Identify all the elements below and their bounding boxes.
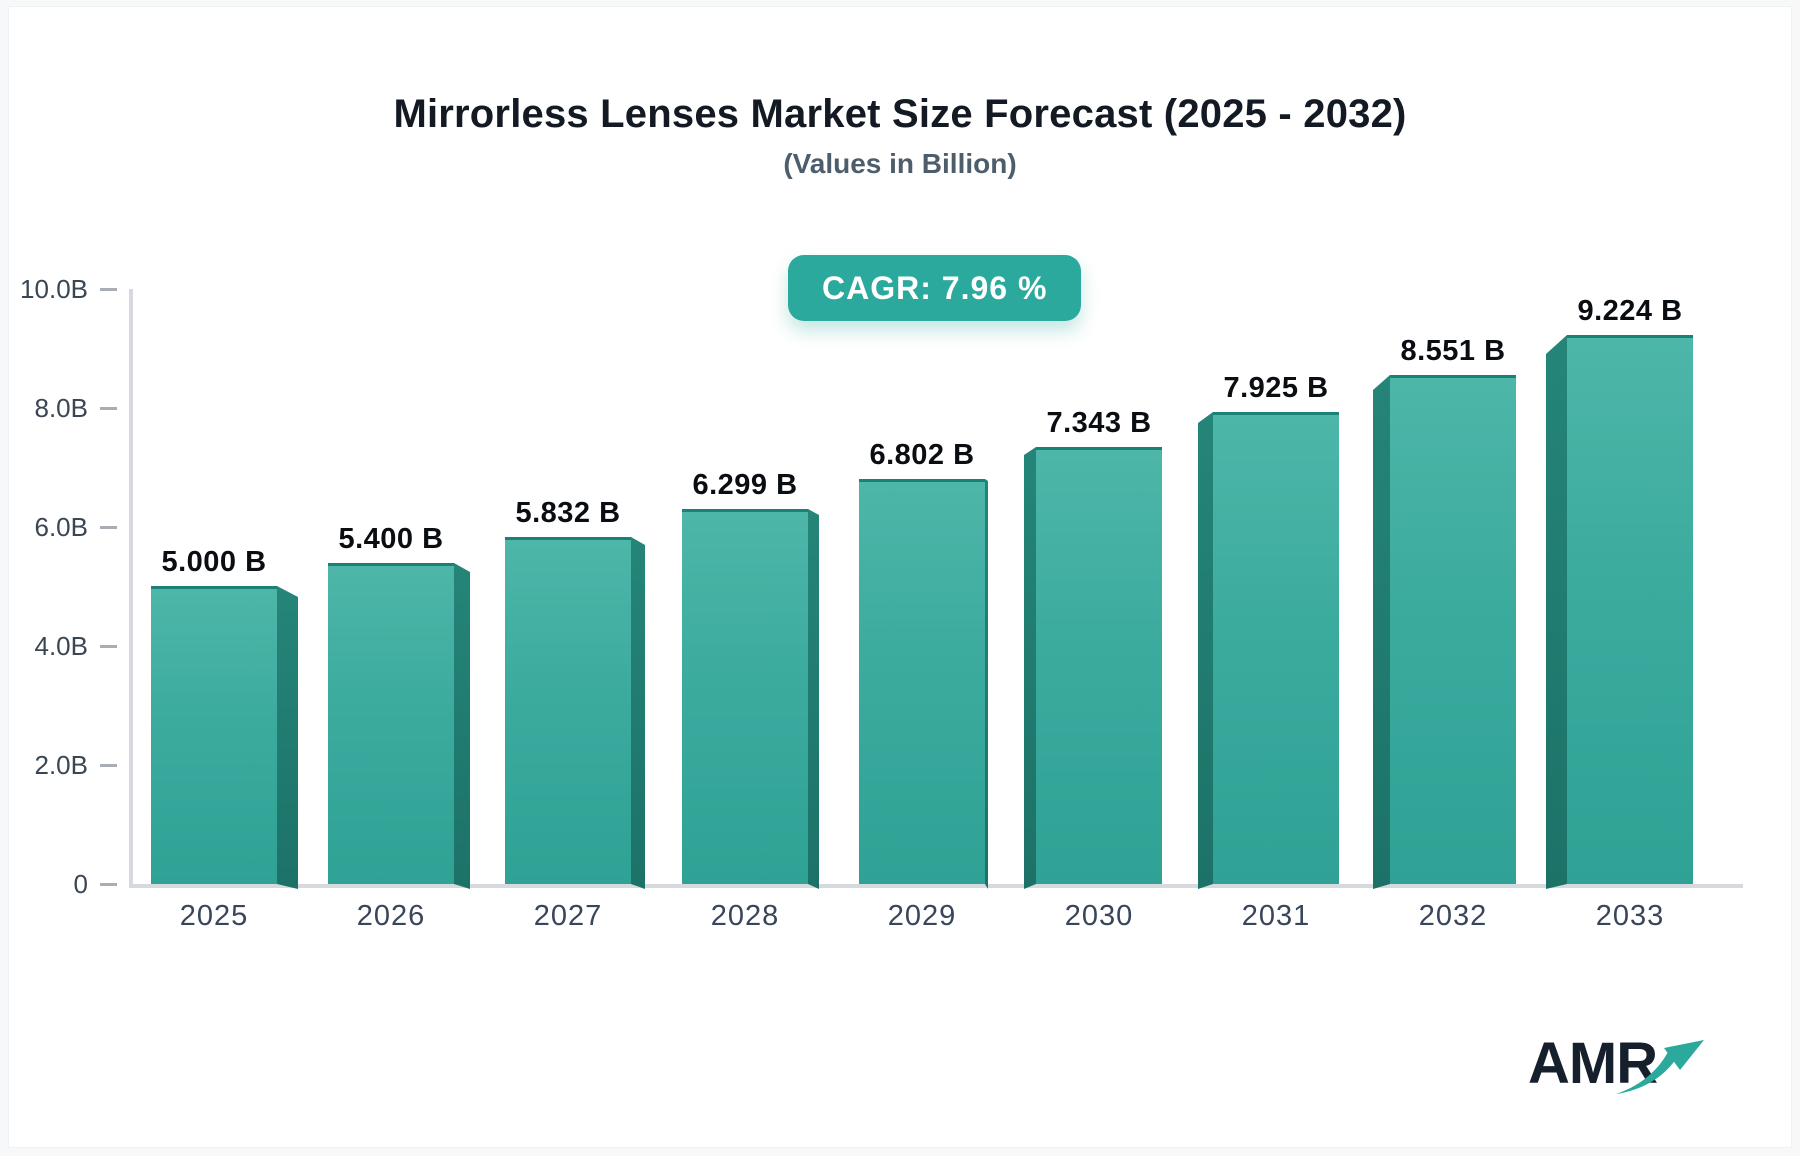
x-axis-label-2032: 2032	[1418, 900, 1488, 932]
bar-value-label-2029: 6.802 B	[869, 439, 975, 471]
bar-value-label-2025: 5.000 B	[161, 546, 267, 578]
y-axis-tick	[100, 407, 117, 410]
x-axis-label-2028: 2028	[710, 900, 780, 932]
x-axis-label-2031: 2031	[1241, 900, 1311, 932]
bar-side-face-2031	[1198, 412, 1213, 889]
y-axis-tick	[100, 883, 117, 886]
bar-side-face-2027	[631, 537, 645, 889]
growth-arrow-icon	[1616, 1040, 1704, 1094]
bar-value-label-2032: 8.551 B	[1400, 335, 1506, 367]
y-axis-tick-label: 2.0B	[34, 750, 89, 780]
y-axis-tick-label: 4.0B	[34, 631, 89, 661]
bar-face-2028	[682, 509, 808, 884]
chart-subtitle: (Values in Billion)	[783, 148, 1017, 179]
bar-2030	[1024, 447, 1162, 889]
x-axis-label-2027: 2027	[533, 900, 603, 932]
amr-logo: AMR	[1528, 1030, 1728, 1102]
bar-face-2033	[1567, 335, 1693, 884]
x-axis-line	[129, 884, 1743, 888]
cagr-badge: CAGR: 7.96 %	[788, 255, 1082, 321]
bar-face-2030	[1036, 447, 1162, 884]
bar-2028	[682, 509, 819, 889]
bar-face-2029	[859, 479, 985, 884]
bar-value-label-2031: 7.925 B	[1223, 372, 1329, 404]
bar-value-label-2030: 7.343 B	[1046, 407, 1152, 439]
bar-side-face-2029	[985, 479, 988, 889]
bar-2027	[505, 537, 645, 889]
y-axis-tick	[100, 764, 117, 767]
bar-face-2026	[328, 563, 454, 884]
bar-2025	[151, 586, 298, 889]
y-axis-tick-label: 10.0B	[20, 274, 88, 304]
y-axis-tick	[100, 526, 117, 529]
bar-2032	[1373, 375, 1516, 889]
bar-value-label-2027: 5.832 B	[515, 497, 621, 529]
bar-side-face-2032	[1373, 375, 1390, 889]
x-axis-label-2029: 2029	[887, 900, 957, 932]
bar-2031	[1198, 412, 1339, 889]
bar-value-label-2026: 5.400 B	[338, 523, 444, 555]
bar-face-2031	[1213, 412, 1339, 884]
y-axis-tick	[100, 645, 117, 648]
y-axis-tick-label: 8.0B	[34, 393, 89, 423]
bar-side-face-2030	[1024, 447, 1036, 889]
bar-value-label-2033: 9.224 B	[1577, 295, 1683, 327]
bar-side-face-2025	[277, 586, 298, 889]
x-axis-label-2030: 2030	[1064, 900, 1134, 932]
bar-value-label-2028: 6.299 B	[692, 469, 798, 501]
bar-face-2025	[151, 586, 277, 884]
chart-title: Mirrorless Lenses Market Size Forecast (…	[393, 92, 1407, 136]
bar-face-2032	[1390, 375, 1516, 884]
y-axis-tick-label: 0	[73, 869, 88, 899]
bar-side-face-2033	[1546, 335, 1567, 889]
x-axis-label-2033: 2033	[1595, 900, 1665, 932]
y-axis-line	[129, 289, 133, 888]
y-axis-tick	[100, 288, 117, 291]
bar-2029	[859, 479, 988, 889]
bar-2026	[328, 563, 470, 889]
bar-side-face-2028	[808, 509, 819, 889]
bar-2033	[1546, 335, 1693, 889]
x-axis-label-2025: 2025	[179, 900, 249, 932]
y-axis-tick-label: 6.0B	[34, 512, 89, 542]
bar-side-face-2026	[454, 563, 470, 889]
bar-face-2027	[505, 537, 631, 884]
x-axis-label-2026: 2026	[356, 900, 426, 932]
